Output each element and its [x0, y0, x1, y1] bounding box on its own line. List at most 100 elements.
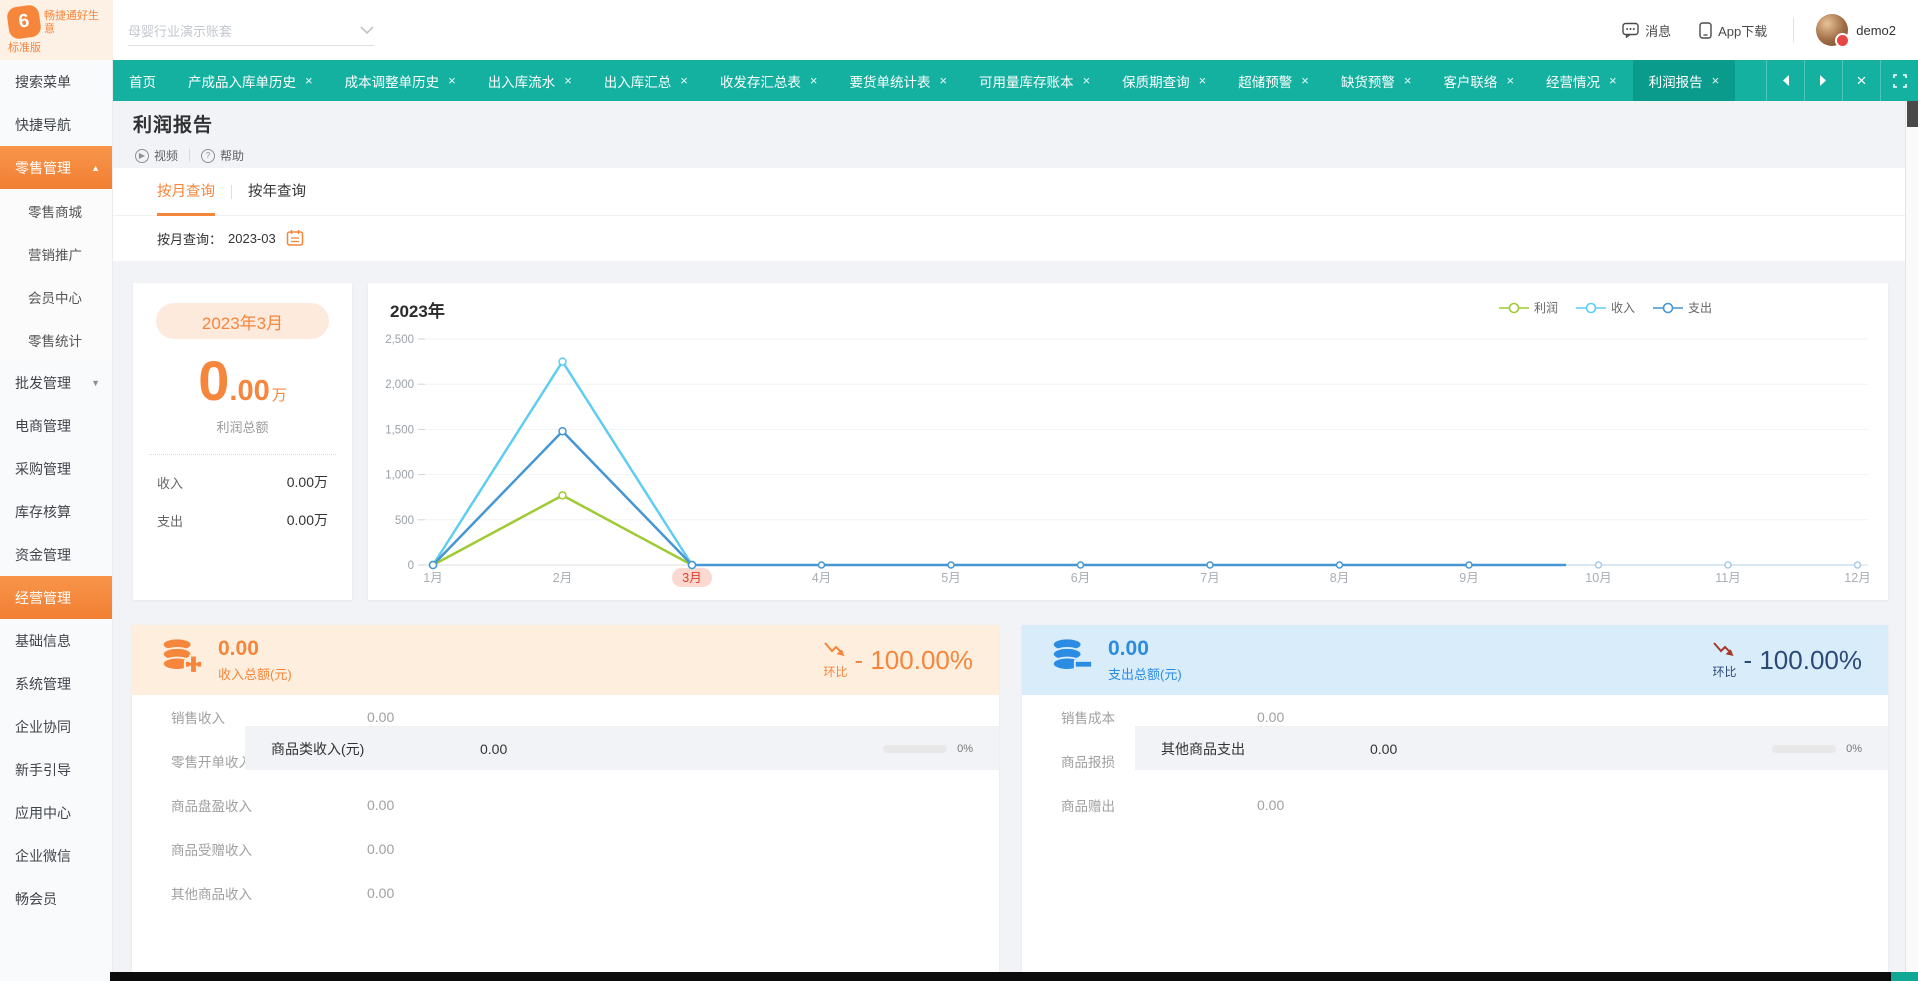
view-tab-按年查询[interactable]: 按年查询 [248, 183, 306, 200]
app-download-button[interactable]: App下载 [1699, 21, 1767, 40]
view-tab-按月查询[interactable]: 按月查询 [157, 168, 215, 216]
filter-month-value[interactable]: 2023-03 [228, 230, 276, 246]
topbar: 6 畅捷通好生意 标准版 母婴行业演示账套 消息 App下载 demo2 [0, 0, 1918, 60]
progress-bar [883, 744, 948, 753]
sidebar-item-企业微信[interactable]: 企业微信 [0, 834, 112, 877]
account-select-value: 母婴行业演示账套 [128, 24, 233, 39]
close-all-tabs-button[interactable]: × [1842, 60, 1880, 101]
legend-item-收入[interactable]: 收入 [1575, 299, 1635, 316]
row-label: 商品类收入(元) [271, 740, 365, 757]
expense-card-header: 0.00 支出总额(元) 环比 - 100.00% [1022, 625, 1888, 695]
close-tab-icon[interactable]: × [1082, 73, 1091, 88]
scroll-tabs-left-button[interactable] [1766, 60, 1804, 101]
tab-保质期查询[interactable]: 保质期查询 × [1106, 60, 1222, 101]
close-tab-icon[interactable]: × [1403, 73, 1412, 88]
chart-legend: 利润 收入 支出 [1481, 299, 1712, 316]
sidebar-item-label: 零售管理 [15, 159, 71, 176]
help-button[interactable]: ? 帮助 [201, 147, 244, 164]
row-value: 0.00 [1370, 740, 1398, 757]
messages-button[interactable]: 消息 [1622, 21, 1671, 40]
sidebar-item-畅会员[interactable]: 畅会员 [0, 877, 112, 920]
close-tab-icon[interactable]: × [1506, 73, 1515, 88]
calendar-icon[interactable] [286, 229, 304, 247]
sidebar-item-零售管理[interactable]: 零售管理 ▲ [0, 146, 112, 189]
sidebar-subitem-零售商城[interactable]: 零售商城 [0, 189, 112, 232]
sidebar-item-应用中心[interactable]: 应用中心 [0, 791, 112, 834]
sidebar-item-新手引导[interactable]: 新手引导 [0, 748, 112, 791]
close-tab-icon[interactable]: × [680, 73, 688, 88]
sidebar-item-搜索菜单[interactable]: 搜索菜单 [0, 60, 112, 103]
sidebar-subitem-零售统计[interactable]: 零售统计 [0, 318, 112, 361]
expense-total-value: 0.00 [1108, 637, 1149, 660]
tab-label: 缺货预警 [1340, 74, 1395, 90]
sidebar-item-采购管理[interactable]: 采购管理 [0, 447, 112, 490]
profit-total-label: 利润总额 [216, 420, 269, 435]
sidebar-item-库存核算[interactable]: 库存核算 [0, 490, 112, 533]
sidebar-item-基础信息[interactable]: 基础信息 [0, 619, 112, 662]
sidebar-subitem-label: 会员中心 [28, 290, 82, 306]
income-row-销售收入: 销售收入 0.00 [132, 695, 999, 739]
close-tab-icon[interactable]: × [939, 73, 948, 88]
legend-item-利润[interactable]: 利润 [1498, 299, 1558, 316]
tab-出入库流水[interactable]: 出入库流水 × [472, 60, 588, 101]
tab-经营情况[interactable]: 经营情况 × [1530, 60, 1633, 101]
fullscreen-button[interactable] [1880, 60, 1918, 101]
close-tab-icon[interactable]: × [1198, 73, 1207, 88]
username[interactable]: demo2 [1856, 22, 1896, 38]
expense-row-销售成本: 销售成本 0.00 [1022, 695, 1888, 739]
summary-row-value: 0.00万 [286, 474, 328, 490]
sidebar-subitem-营销推广[interactable]: 营销推广 [0, 232, 112, 275]
sidebar-item-系统管理[interactable]: 系统管理 [0, 662, 112, 705]
close-tab-icon[interactable]: × [448, 73, 456, 88]
legend-marker-icon [1498, 302, 1529, 313]
tab-成本调整单历史[interactable]: 成本调整单历史 × [329, 60, 472, 101]
sidebar-item-电商管理[interactable]: 电商管理 [0, 404, 112, 447]
close-tab-icon[interactable]: × [1711, 73, 1720, 88]
brand-logo[interactable]: 6 畅捷通好生意 标准版 [0, 0, 113, 60]
tab-产成品入库单历史[interactable]: 产成品入库单历史 × [172, 60, 329, 101]
tab-要货单统计表[interactable]: 要货单统计表 × [833, 60, 963, 101]
tab-缺货预警[interactable]: 缺货预警 × [1325, 60, 1428, 101]
sidebar-subitem-会员中心[interactable]: 会员中心 [0, 275, 112, 318]
page-toolbar: ▶ 视频 ? 帮助 [135, 147, 244, 164]
tab-客户联络[interactable]: 客户联络 × [1427, 60, 1530, 101]
line-chart[interactable]: 0 500 1,000 1,500 2,000 2,500 1月 2月 3月 4月 5月 6月 7月 8月… [368, 283, 1888, 600]
arrow-left-icon [1783, 75, 1789, 86]
tab-首页[interactable]: 首页 [113, 60, 172, 101]
row-value: 0.00 [367, 709, 395, 725]
filter-label: 按月查询： [157, 231, 223, 247]
svg-text:7月: 7月 [1200, 571, 1219, 585]
scrollbar-thumb[interactable] [1907, 101, 1918, 127]
legend-item-支出[interactable]: 支出 [1652, 299, 1712, 316]
summary-row-label: 支出 [157, 513, 184, 529]
close-tab-icon[interactable]: × [1609, 73, 1617, 88]
sidebar-item-企业协同[interactable]: 企业协同 [0, 705, 112, 748]
summary-row: 收入 0.00万 [133, 463, 352, 501]
sidebar-item-label: 经营管理 [15, 589, 71, 606]
sidebar-item-资金管理[interactable]: 资金管理 [0, 533, 112, 576]
close-tab-icon[interactable]: × [305, 73, 313, 88]
tab-收发存汇总表[interactable]: 收发存汇总表 × [704, 60, 834, 101]
tab-利润报告[interactable]: 利润报告 × [1632, 60, 1736, 101]
avatar[interactable] [1816, 14, 1851, 48]
sidebar-item-批发管理[interactable]: 批发管理 ▼ [0, 361, 112, 404]
message-icon [1622, 22, 1639, 38]
row-label: 其他商品支出 [1161, 740, 1245, 757]
account-select[interactable]: 母婴行业演示账套 [128, 16, 374, 46]
sidebar-item-经营管理[interactable]: 经营管理 [0, 576, 112, 619]
tab-label: 产成品入库单历史 [188, 74, 296, 90]
tab-出入库汇总[interactable]: 出入库汇总 × [588, 60, 704, 101]
sidebar-item-label: 批发管理 [15, 374, 71, 391]
sidebar-item-快捷导航[interactable]: 快捷导航 [0, 103, 112, 146]
close-tab-icon[interactable]: × [1301, 73, 1309, 88]
vertical-scrollbar[interactable] [1905, 101, 1918, 972]
row-progress: 0% [883, 743, 973, 755]
scroll-tabs-right-button[interactable] [1804, 60, 1842, 101]
close-tab-icon[interactable]: × [564, 73, 572, 88]
bottom-strip [110, 972, 1918, 981]
row-label: 销售成本 [1061, 711, 1115, 726]
tab-可用量库存账本[interactable]: 可用量库存账本 × [963, 60, 1106, 101]
tab-超储预警[interactable]: 超储预警 × [1222, 60, 1325, 101]
close-tab-icon[interactable]: × [809, 73, 818, 88]
video-button[interactable]: ▶ 视频 [135, 147, 178, 164]
